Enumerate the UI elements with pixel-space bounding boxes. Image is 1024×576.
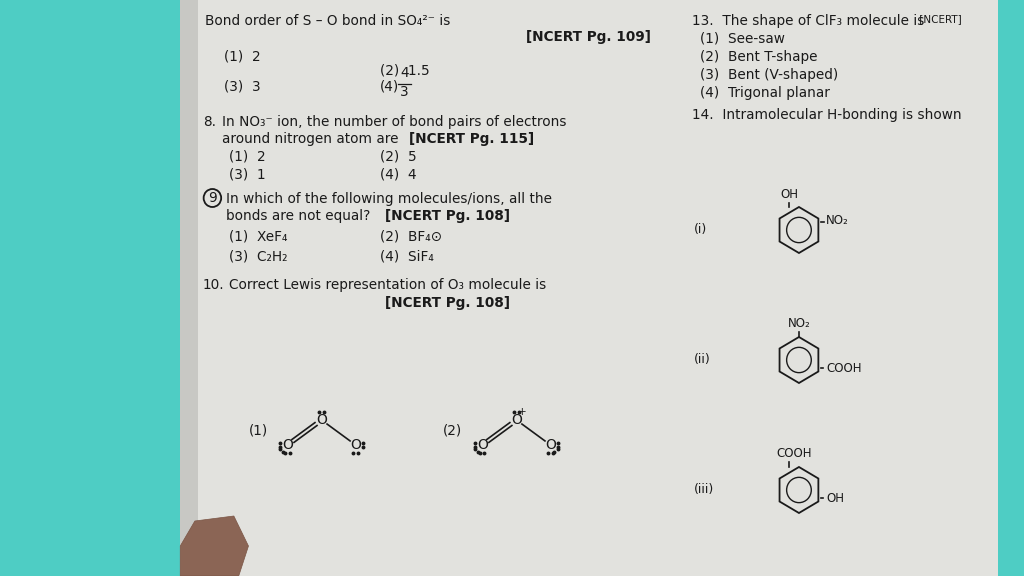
Text: Correct Lewis representation of O₃ molecule is: Correct Lewis representation of O₃ molec… (229, 278, 546, 292)
Text: (1): (1) (249, 423, 267, 437)
Text: (4)  SiF₄: (4) SiF₄ (380, 249, 434, 263)
Text: OH: OH (780, 188, 799, 201)
Text: 4: 4 (400, 66, 409, 80)
Text: (1)  XeF₄: (1) XeF₄ (229, 229, 288, 243)
FancyBboxPatch shape (180, 0, 997, 576)
Text: 10.: 10. (203, 278, 224, 292)
Text: [NCERT Pg. 115]: [NCERT Pg. 115] (410, 132, 535, 146)
Text: (iii): (iii) (693, 483, 714, 497)
Text: 13.  The shape of ClF₃ molecule is: 13. The shape of ClF₃ molecule is (692, 14, 924, 28)
Text: NO₂: NO₂ (787, 317, 810, 330)
Text: (ii): (ii) (693, 354, 711, 366)
Text: COOH: COOH (776, 447, 812, 460)
Text: (3)  Bent (V-shaped): (3) Bent (V-shaped) (699, 68, 838, 82)
FancyBboxPatch shape (180, 0, 198, 576)
Text: (4)  4: (4) 4 (380, 167, 417, 181)
Text: (3)  1: (3) 1 (229, 167, 265, 181)
Text: (1)  2: (1) 2 (224, 50, 261, 64)
Text: (2)  5: (2) 5 (380, 150, 417, 164)
Text: (2): (2) (443, 423, 463, 437)
Text: O: O (316, 413, 327, 427)
Text: 3: 3 (400, 85, 409, 99)
Text: [NCERT Pg. 109]: [NCERT Pg. 109] (526, 30, 651, 44)
Text: 9: 9 (208, 191, 217, 205)
Text: (3)  3: (3) 3 (224, 80, 261, 94)
Polygon shape (180, 516, 249, 576)
Text: +: + (518, 407, 526, 417)
Text: O: O (477, 438, 487, 452)
Text: OH: OH (826, 491, 844, 505)
Text: O: O (350, 438, 361, 452)
Text: O: O (282, 438, 293, 452)
Text: around nitrogen atom are: around nitrogen atom are (222, 132, 398, 146)
Text: In which of the following molecules/ions, all the: In which of the following molecules/ions… (226, 192, 552, 206)
Text: [NCERT]: [NCERT] (915, 14, 962, 24)
Text: In NO₃⁻ ion, the number of bond pairs of electrons: In NO₃⁻ ion, the number of bond pairs of… (222, 115, 566, 129)
Text: (2)  1.5: (2) 1.5 (380, 64, 430, 78)
Text: (1)  2: (1) 2 (229, 150, 265, 164)
Text: (4)  Trigonal planar: (4) Trigonal planar (699, 86, 829, 100)
Text: (3)  C₂H₂: (3) C₂H₂ (229, 249, 288, 263)
Text: (2)  Bent T-shape: (2) Bent T-shape (699, 50, 817, 64)
Text: O: O (511, 413, 522, 427)
Text: 8.: 8. (203, 115, 216, 129)
Text: O: O (545, 438, 556, 452)
Text: COOH: COOH (826, 362, 862, 374)
Text: 14.  Intramolecular H-bonding is shown: 14. Intramolecular H-bonding is shown (692, 108, 962, 122)
Text: NO₂: NO₂ (826, 214, 849, 226)
Text: (i): (i) (693, 223, 707, 237)
Text: (1)  See-saw: (1) See-saw (699, 32, 784, 46)
Text: (2)  BF₄⊙: (2) BF₄⊙ (380, 229, 442, 243)
FancyBboxPatch shape (0, 0, 180, 576)
Text: bonds are not equal?: bonds are not equal? (226, 209, 371, 223)
Text: [NCERT Pg. 108]: [NCERT Pg. 108] (385, 296, 510, 310)
Text: (4): (4) (380, 80, 399, 94)
Text: Bond order of S – O bond in SO₄²⁻ is: Bond order of S – O bond in SO₄²⁻ is (205, 14, 450, 28)
Text: [NCERT Pg. 108]: [NCERT Pg. 108] (385, 209, 510, 223)
